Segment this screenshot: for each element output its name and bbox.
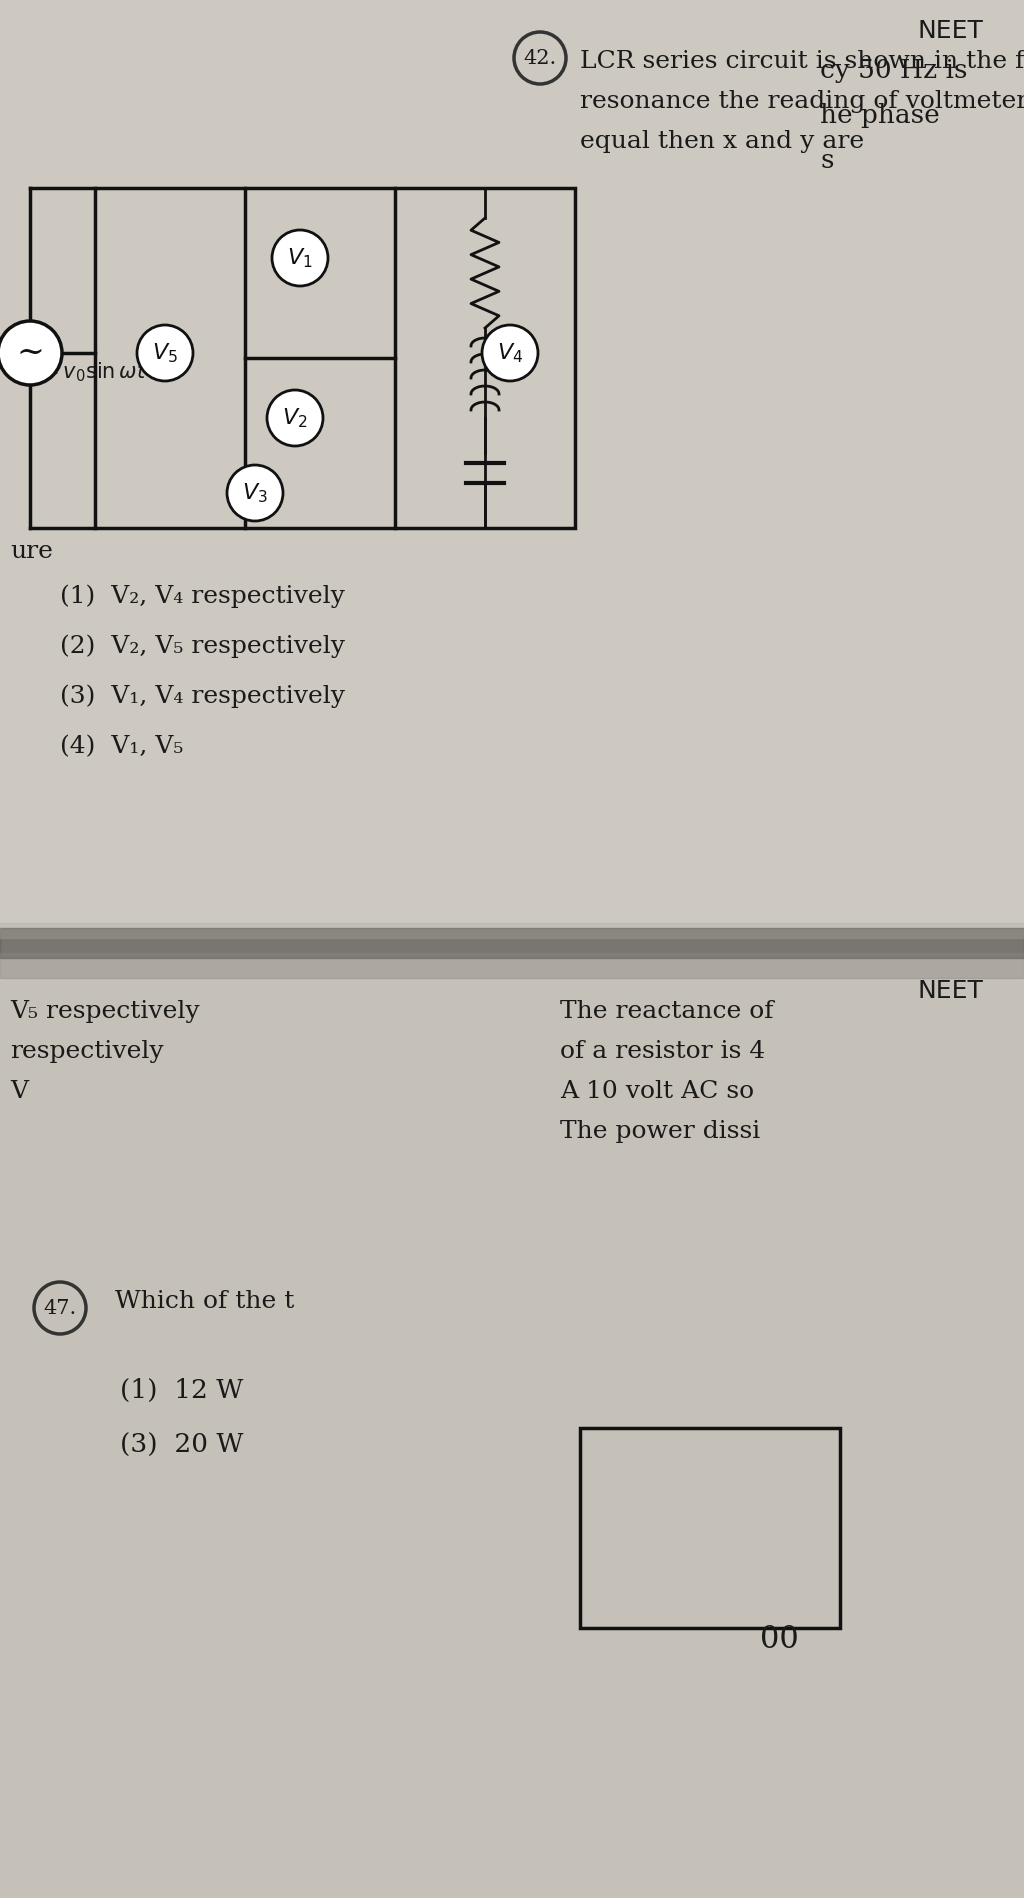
Bar: [580, 1427, 840, 1628]
Text: NEET: NEET: [918, 979, 983, 1002]
Text: The power dissi: The power dissi: [560, 1120, 760, 1143]
Text: he phase: he phase: [820, 102, 940, 127]
Bar: [0, 953, 1024, 977]
Bar: [0, 0, 1024, 938]
Text: Which of the t: Which of the t: [115, 1291, 294, 1313]
Bar: [0, 928, 1024, 958]
Text: (2)  V₂, V₅ respectively: (2) V₂, V₅ respectively: [60, 634, 345, 659]
Text: s: s: [820, 148, 834, 173]
Bar: [0, 922, 1024, 938]
Text: resonance the reading of voltmeters x and y are: resonance the reading of voltmeters x an…: [580, 89, 1024, 114]
Circle shape: [272, 230, 328, 287]
Text: (1)  V₂, V₄ respectively: (1) V₂, V₄ respectively: [60, 585, 345, 607]
Circle shape: [227, 465, 283, 520]
Text: $v = v_0\sin\omega t$: $v = v_0\sin\omega t$: [25, 361, 146, 383]
Text: A 10 volt AC so: A 10 volt AC so: [560, 1080, 754, 1103]
Text: cy 50 Hz is: cy 50 Hz is: [820, 59, 968, 84]
Text: (4)  V₁, V₅: (4) V₁, V₅: [60, 735, 183, 757]
Text: 00: 00: [760, 1625, 799, 1655]
Text: $V_1$: $V_1$: [287, 247, 312, 270]
Bar: [95, 188, 575, 528]
Text: $V_5$: $V_5$: [153, 342, 178, 364]
Text: ure: ure: [10, 541, 53, 564]
Bar: [0, 938, 1024, 1898]
Circle shape: [482, 325, 538, 381]
Text: $V_2$: $V_2$: [283, 406, 308, 429]
Text: (3)  V₁, V₄ respectively: (3) V₁, V₄ respectively: [60, 685, 345, 708]
Text: The reactance of: The reactance of: [560, 1000, 773, 1023]
Text: ~: ~: [16, 338, 44, 368]
Text: $V_4$: $V_4$: [497, 342, 523, 364]
Text: respectively: respectively: [10, 1040, 164, 1063]
Text: LCR series circuit is shown in the figure. At: LCR series circuit is shown in the figur…: [580, 49, 1024, 72]
Circle shape: [137, 325, 193, 381]
Text: V₅ respectively: V₅ respectively: [10, 1000, 200, 1023]
Text: of a resistor is 4: of a resistor is 4: [560, 1040, 765, 1063]
Text: (1)  12 W: (1) 12 W: [120, 1378, 244, 1403]
Circle shape: [267, 389, 323, 446]
Text: $V_3$: $V_3$: [242, 482, 268, 505]
Text: 47.: 47.: [43, 1298, 77, 1317]
Text: equal then x and y are: equal then x and y are: [580, 129, 864, 154]
Circle shape: [0, 321, 62, 385]
Text: 42.: 42.: [523, 49, 557, 68]
Text: V: V: [10, 1080, 28, 1103]
Text: (3)  20 W: (3) 20 W: [120, 1433, 244, 1458]
Text: NEET: NEET: [918, 19, 983, 44]
